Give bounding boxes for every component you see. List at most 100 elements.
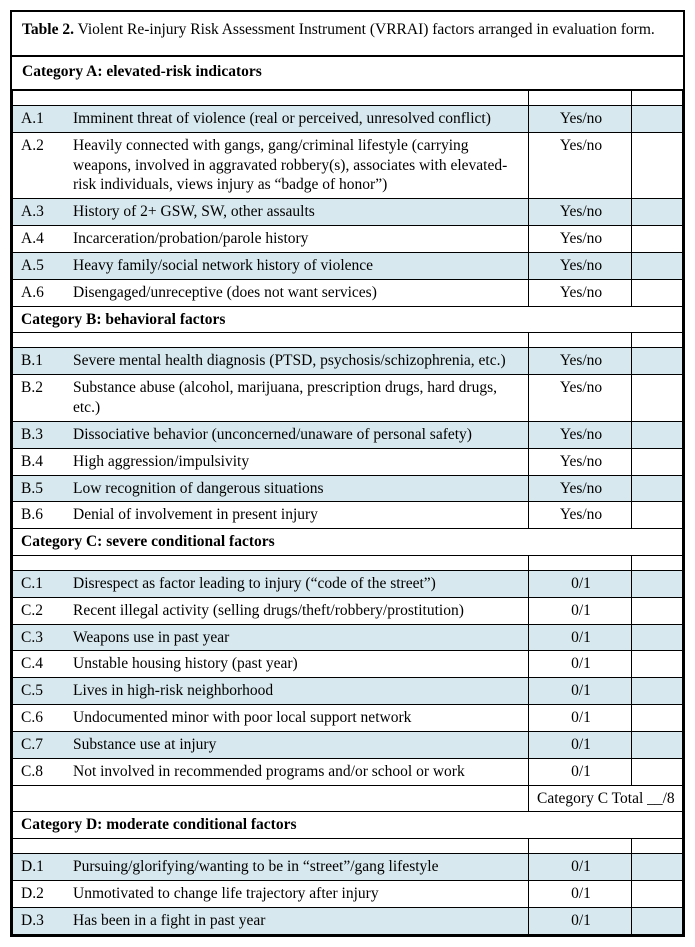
row-description: Substance use at injury: [65, 731, 529, 758]
row-description: History of 2+ GSW, SW, other assaults: [65, 199, 529, 226]
row-description: Severe mental health diagnosis (PTSD, ps…: [65, 348, 529, 375]
row-code: A.4: [13, 226, 66, 253]
caption-bold: Table 2.: [22, 21, 74, 38]
row-value: 0/1: [529, 758, 632, 785]
row-description: Substance abuse (alcohol, marijuana, pre…: [65, 375, 529, 422]
row-blank: [632, 571, 683, 598]
row-blank: [632, 252, 683, 279]
row-description: Imminent threat of violence (real or per…: [65, 105, 529, 132]
row-code: A.3: [13, 199, 66, 226]
table-row: D.1Pursuing/glorifying/wanting to be in …: [13, 854, 683, 881]
row-blank: [632, 448, 683, 475]
row-description: Heavily connected with gangs, gang/crimi…: [65, 132, 529, 198]
table-row: C.6Undocumented minor with poor local su…: [13, 705, 683, 732]
caption-text: Violent Re-injury Risk Assessment Instru…: [74, 21, 655, 38]
row-description: Recent illegal activity (selling drugs/t…: [65, 597, 529, 624]
table-row: C.2Recent illegal activity (selling drug…: [13, 597, 683, 624]
row-code: D.3: [13, 907, 66, 934]
category-a-table: A.1Imminent threat of violence (real or …: [12, 91, 683, 935]
table-row: D.2Unmotivated to change life trajectory…: [13, 881, 683, 908]
row-blank: [632, 678, 683, 705]
row-blank: [632, 475, 683, 502]
row-value: Yes/no: [529, 475, 632, 502]
table-row: D.3Has been in a fight in past year0/1: [13, 907, 683, 934]
row-value: 0/1: [529, 651, 632, 678]
row-value: 0/1: [529, 571, 632, 598]
row-description: Has been in a fight in past year: [65, 907, 529, 934]
row-blank: [632, 758, 683, 785]
row-description: Lives in high-risk neighborhood: [65, 678, 529, 705]
row-code: A.1: [13, 105, 66, 132]
table-caption: Table 2. Violent Re-injury Risk Assessme…: [12, 12, 683, 57]
row-code: D.1: [13, 854, 66, 881]
row-description: Low recognition of dangerous situations: [65, 475, 529, 502]
table-row: C.7Substance use at injury0/1: [13, 731, 683, 758]
row-blank: [632, 279, 683, 306]
table-row: B.3Dissociative behavior (unconcerned/un…: [13, 421, 683, 448]
row-code: A.5: [13, 252, 66, 279]
row-code: C.8: [13, 758, 66, 785]
row-code: B.3: [13, 421, 66, 448]
row-blank: [632, 348, 683, 375]
table-row: C.8Not involved in recommended programs …: [13, 758, 683, 785]
row-blank: [632, 421, 683, 448]
row-value: 0/1: [529, 854, 632, 881]
row-value: 0/1: [529, 624, 632, 651]
row-value: Yes/no: [529, 375, 632, 422]
row-code: A.6: [13, 279, 66, 306]
row-blank: [632, 199, 683, 226]
category-c-header: Category C: severe conditional factors: [13, 529, 683, 556]
table-row: C.4Unstable housing history (past year)0…: [13, 651, 683, 678]
row-code: C.5: [13, 678, 66, 705]
table-row: A.4Incarceration/probation/parole histor…: [13, 226, 683, 253]
row-blank: [632, 854, 683, 881]
table-row: A.3History of 2+ GSW, SW, other assaults…: [13, 199, 683, 226]
row-description: Unmotivated to change life trajectory af…: [65, 881, 529, 908]
table-row: B.2Substance abuse (alcohol, marijuana, …: [13, 375, 683, 422]
row-blank: [632, 375, 683, 422]
row-blank: [632, 651, 683, 678]
row-code: C.3: [13, 624, 66, 651]
table-row: A.6Disengaged/unreceptive (does not want…: [13, 279, 683, 306]
row-code: B.6: [13, 502, 66, 529]
row-blank: [632, 907, 683, 934]
row-value: Yes/no: [529, 105, 632, 132]
row-blank: [632, 624, 683, 651]
row-code: B.1: [13, 348, 66, 375]
row-blank: [632, 705, 683, 732]
row-code: C.6: [13, 705, 66, 732]
row-code: A.2: [13, 132, 66, 198]
row-value: Yes/no: [529, 502, 632, 529]
row-code: C.4: [13, 651, 66, 678]
row-description: Undocumented minor with poor local suppo…: [65, 705, 529, 732]
row-value: Yes/no: [529, 421, 632, 448]
row-value: Yes/no: [529, 252, 632, 279]
row-description: Disengaged/unreceptive (does not want se…: [65, 279, 529, 306]
row-description: Weapons use in past year: [65, 624, 529, 651]
category-b-header: Category B: behavioral factors: [13, 306, 683, 333]
row-description: Dissociative behavior (unconcerned/unawa…: [65, 421, 529, 448]
row-value: Yes/no: [529, 448, 632, 475]
row-blank: [632, 597, 683, 624]
category-d-header: Category D: moderate conditional factors: [13, 812, 683, 839]
row-description: Disrespect as factor leading to injury (…: [65, 571, 529, 598]
row-code: C.7: [13, 731, 66, 758]
row-value: 0/1: [529, 678, 632, 705]
row-description: Incarceration/probation/parole history: [65, 226, 529, 253]
row-value: Yes/no: [529, 132, 632, 198]
table-row: A.2Heavily connected with gangs, gang/cr…: [13, 132, 683, 198]
row-value: Yes/no: [529, 199, 632, 226]
category-c-total-row: Category C Total __/8: [13, 785, 683, 812]
table-row: C.3Weapons use in past year0/1: [13, 624, 683, 651]
row-description: High aggression/impulsivity: [65, 448, 529, 475]
row-description: Not involved in recommended programs and…: [65, 758, 529, 785]
row-value: 0/1: [529, 731, 632, 758]
row-value: Yes/no: [529, 226, 632, 253]
row-value: Yes/no: [529, 348, 632, 375]
table-row: B.4High aggression/impulsivityYes/no: [13, 448, 683, 475]
row-blank: [632, 226, 683, 253]
row-value: 0/1: [529, 597, 632, 624]
row-blank: [632, 132, 683, 198]
row-description: Heavy family/social network history of v…: [65, 252, 529, 279]
table-row: C.5Lives in high-risk neighborhood0/1: [13, 678, 683, 705]
